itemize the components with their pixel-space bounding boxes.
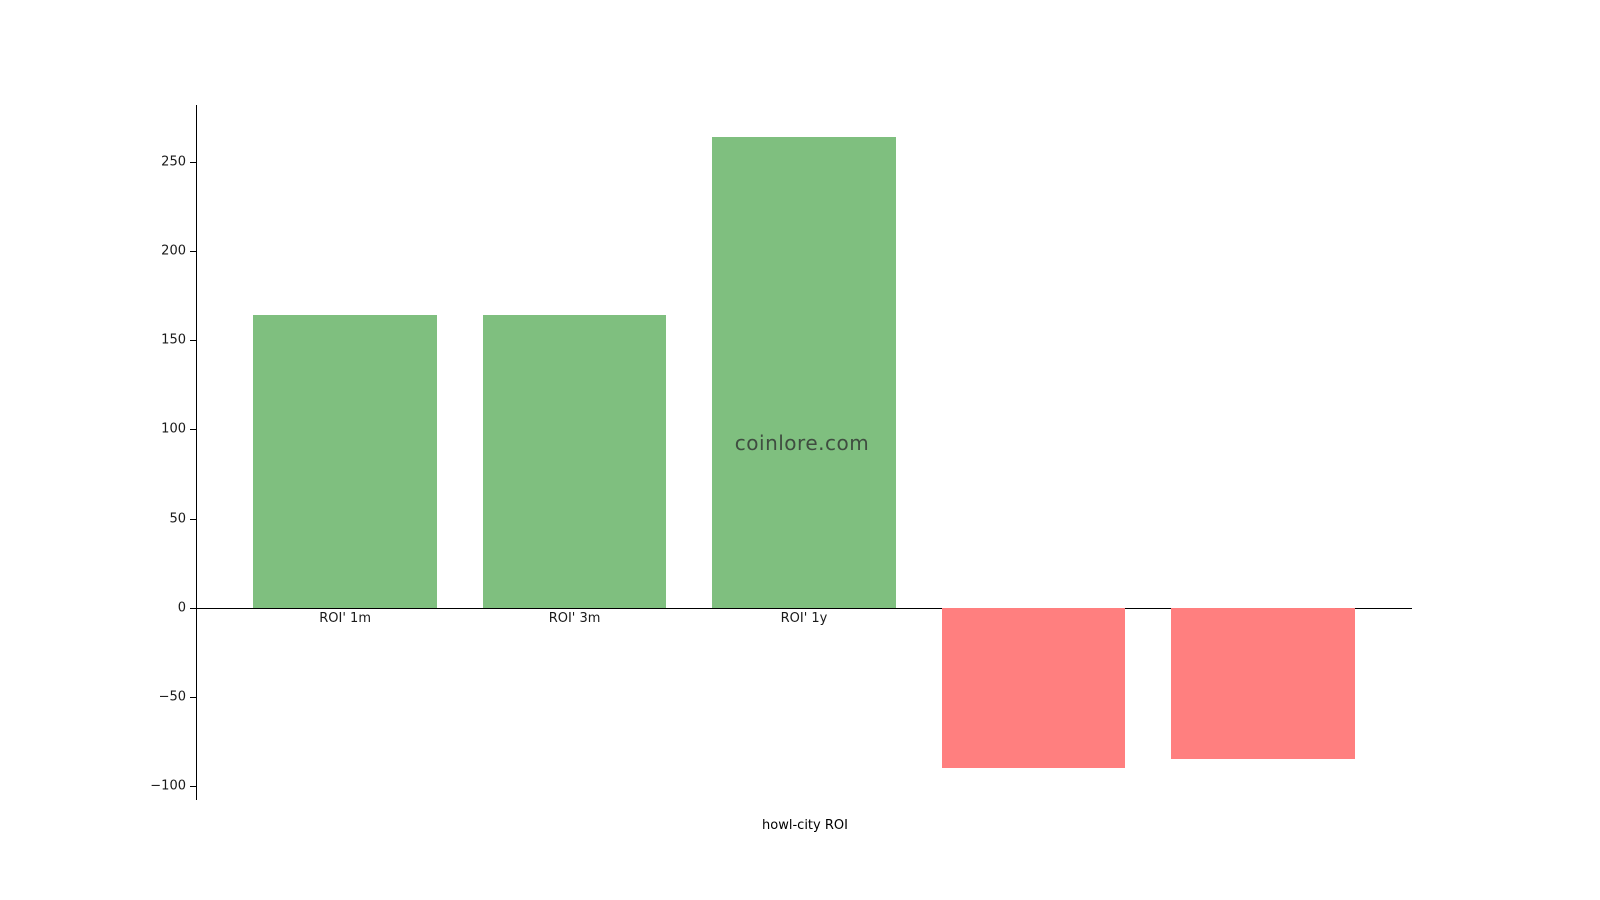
y-tick-label: 0 — [177, 600, 186, 616]
x-tick-label: ROI' 1y — [780, 610, 828, 626]
y-tick-mark — [190, 786, 196, 788]
y-tick-label: −100 — [150, 778, 186, 794]
x-axis-line — [196, 608, 1412, 609]
y-tick-mark — [190, 250, 196, 252]
bar-ROI' 1m — [253, 315, 437, 608]
y-tick-label: 100 — [161, 421, 186, 437]
y-axis-line — [196, 105, 197, 800]
y-tick-mark — [190, 697, 196, 699]
y-tick-label: 50 — [169, 511, 186, 527]
y-tick-mark — [190, 429, 196, 431]
y-tick-label: −50 — [158, 689, 186, 705]
y-tick-label: 150 — [161, 332, 186, 348]
y-tick-mark — [190, 161, 196, 163]
x-tick-label: ROI' 1m — [319, 610, 371, 626]
y-tick-mark — [190, 607, 196, 609]
bar-unlabeled-4 — [1171, 607, 1355, 760]
y-tick-mark — [190, 518, 196, 520]
bar-ROI' 3m — [482, 315, 667, 608]
bar-unlabeled-3 — [941, 607, 1126, 769]
bar-ROI' 1y — [712, 136, 896, 608]
x-axis-title: howl-city ROI — [762, 818, 848, 833]
x-tick-label: ROI' 3m — [548, 610, 601, 626]
y-tick-mark — [190, 340, 196, 342]
y-tick-label: 200 — [161, 243, 186, 259]
y-tick-label: 250 — [161, 154, 186, 170]
watermark: coinlore.com — [734, 431, 870, 455]
